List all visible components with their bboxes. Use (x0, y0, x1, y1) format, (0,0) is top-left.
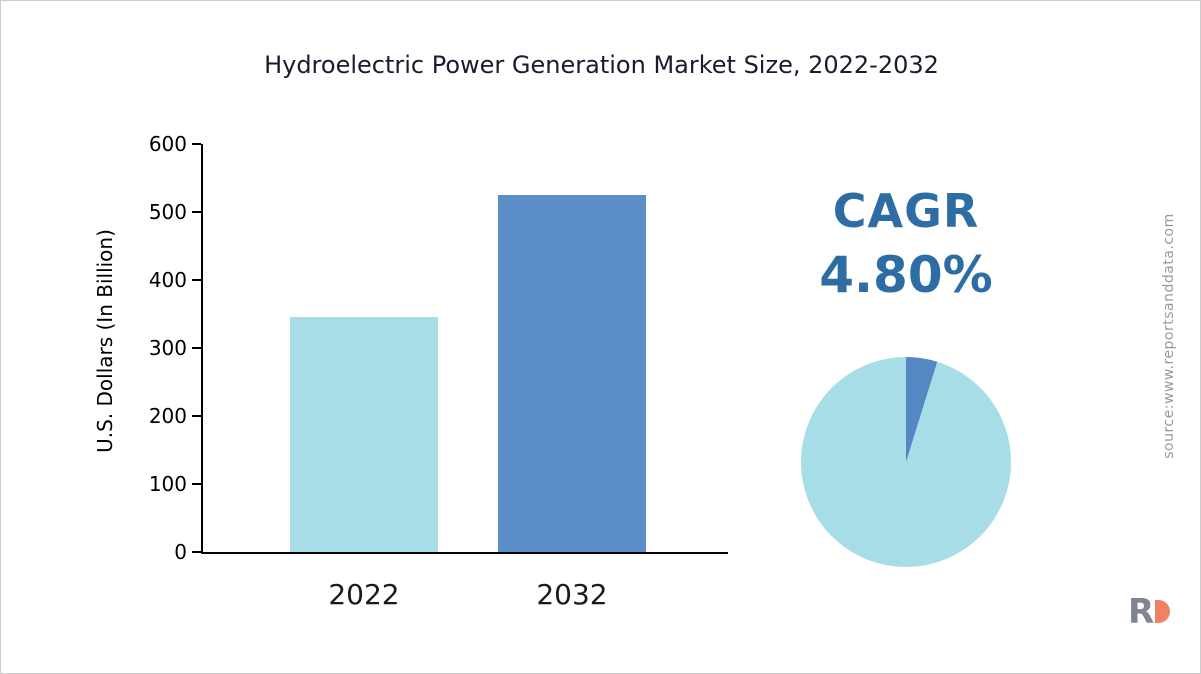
y-tick-mark (192, 143, 201, 145)
y-tick-label: 500 (148, 200, 187, 224)
y-tick-mark (192, 483, 201, 485)
y-tick-mark (192, 551, 201, 553)
y-tick-mark (192, 415, 201, 417)
cagr-label: CAGR (832, 184, 980, 238)
y-tick-label: 100 (148, 472, 187, 496)
cagr-pie-chart (801, 357, 1011, 567)
source-attribution: source:www.reportsanddata.com (1161, 213, 1177, 459)
bar-2022 (290, 317, 438, 552)
y-tick-mark (192, 347, 201, 349)
bar-chart-plot-area: 0 100 200 300 400 500 600 2022 2032 (149, 132, 728, 611)
x-tick-label: 2032 (536, 578, 608, 611)
y-tick-mark (192, 279, 201, 281)
y-tick-label: 200 (148, 404, 187, 428)
x-tick-label: 2022 (328, 578, 400, 611)
cagr-value: 4.80% (819, 246, 993, 304)
y-tick-label: 0 (174, 540, 187, 564)
logo-letter: R (1128, 592, 1155, 632)
reportsanddata-logo: R (1128, 592, 1171, 632)
bar-2032 (498, 195, 646, 552)
logo-accent-mark (1155, 600, 1171, 623)
y-axis-label: U.S. Dollars (In Billion) (93, 229, 117, 453)
y-tick-label: 400 (148, 268, 187, 292)
chart-title: Hydroelectric Power Generation Market Si… (264, 51, 939, 79)
y-tick-label: 300 (148, 336, 187, 360)
y-tick-label: 600 (148, 132, 187, 156)
cagr-block: CAGR 4.80% (791, 184, 1021, 304)
y-tick-mark (192, 211, 201, 213)
